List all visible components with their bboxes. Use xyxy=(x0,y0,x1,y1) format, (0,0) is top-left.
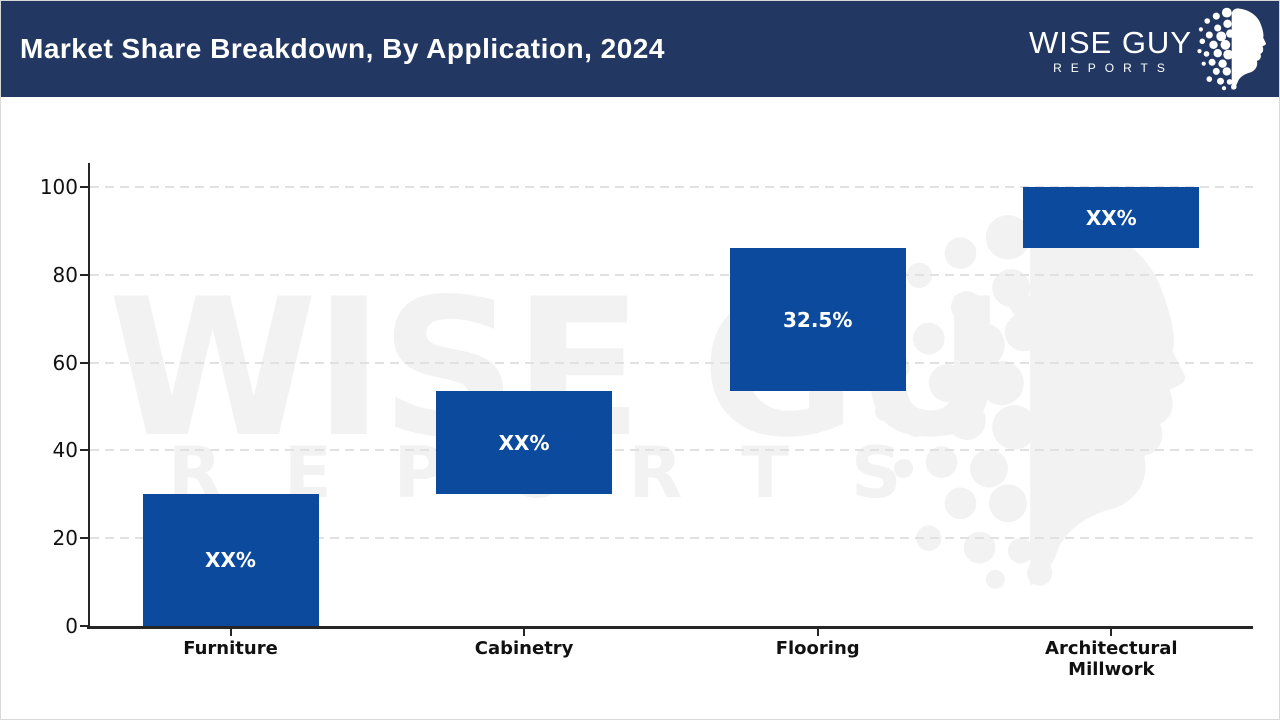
bar-value-label: XX% xyxy=(498,430,550,455)
bar-furniture: XX% xyxy=(142,494,319,626)
x-tick-mark-3 xyxy=(816,629,819,636)
bar-cabinetry: XX% xyxy=(436,391,613,495)
x-tick-label-furniture: Furniture xyxy=(183,638,278,659)
x-tick-label-cabinetry: Cabinetry xyxy=(474,638,574,659)
y-tick-mark-20 xyxy=(80,537,88,540)
bar-flooring: 32.5% xyxy=(729,248,906,392)
wise-guy-logo: WISE GUY REPORTS xyxy=(1029,6,1268,92)
bar-value-label: 32.5% xyxy=(782,307,853,332)
y-tick-mark-0 xyxy=(80,625,88,627)
x-tick-label-architectural-millwork: Architectural Millwork xyxy=(1045,638,1178,680)
x-tick-mark-2 xyxy=(523,629,526,636)
bar-value-label: XX% xyxy=(1085,205,1137,230)
y-tick-mark-60 xyxy=(80,361,88,364)
x-axis-spine xyxy=(87,626,1253,629)
gridline-100 xyxy=(90,186,1253,188)
bar-architectural-millwork: XX% xyxy=(1023,187,1200,249)
logo-subtitle: REPORTS xyxy=(1053,61,1174,76)
y-tick-mark-80 xyxy=(80,273,88,276)
header-bar: Market Share Breakdown, By Application, … xyxy=(0,0,1280,97)
x-tick-label-flooring: Flooring xyxy=(775,638,860,659)
page-title: Market Share Breakdown, By Application, … xyxy=(20,32,665,64)
gridline-40 xyxy=(90,449,1253,452)
y-tick-mark-40 xyxy=(80,449,88,452)
gridline-20 xyxy=(90,537,1253,540)
y-tick-label-100: 100 xyxy=(39,175,78,199)
y-axis-spine xyxy=(88,163,90,628)
logo-text: WISE GUY REPORTS xyxy=(1028,24,1192,76)
gridline-80 xyxy=(90,273,1253,276)
y-tick-label-40: 40 xyxy=(52,438,78,463)
watermark-head-icon xyxy=(875,215,1186,589)
gridline-60 xyxy=(90,361,1253,364)
y-tick-label-0: 0 xyxy=(65,614,78,638)
x-tick-mark-4 xyxy=(1110,629,1113,636)
x-tick-mark-1 xyxy=(229,629,232,636)
logo-wordmark: WISE GUY xyxy=(1028,24,1192,60)
dotted-head-icon xyxy=(1197,7,1266,91)
y-tick-label-60: 60 xyxy=(52,350,78,375)
y-tick-label-80: 80 xyxy=(52,262,78,287)
bar-value-label: XX% xyxy=(205,548,256,573)
y-tick-label-20: 20 xyxy=(52,526,78,551)
y-tick-mark-100 xyxy=(80,186,88,188)
